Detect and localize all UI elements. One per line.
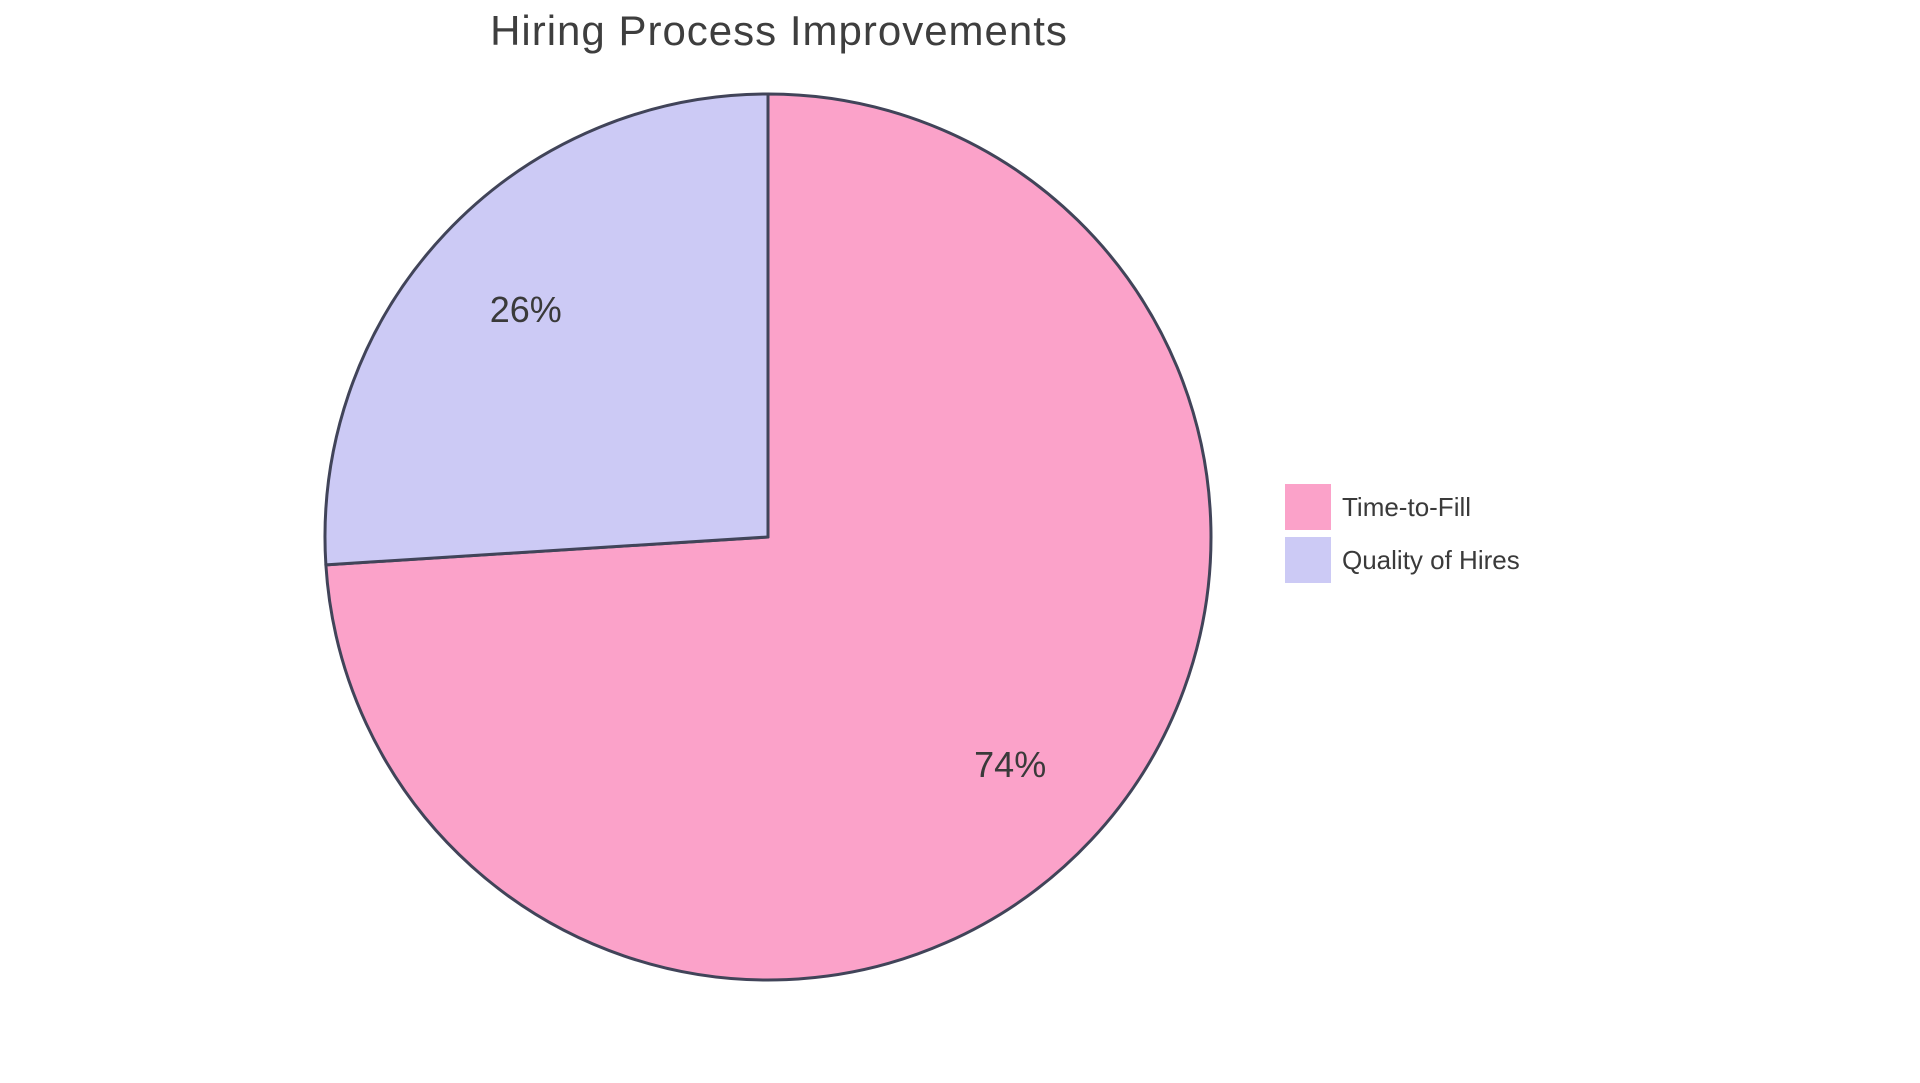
legend-label-time-to-fill: Time-to-Fill <box>1342 491 1472 522</box>
slice-percent-label-time-to-fill: 74% <box>974 744 1046 785</box>
legend-swatch-quality-of-hires <box>1285 537 1331 583</box>
legend-swatch-time-to-fill <box>1285 484 1331 530</box>
pie-slice-quality-of-hires <box>323 92 770 567</box>
slice-percent-label-quality-of-hires: 26% <box>490 289 562 330</box>
legend-label-quality-of-hires: Quality of Hires <box>1342 544 1520 575</box>
legend: Time-to-Fill Quality of Hires <box>1285 484 1520 583</box>
legend-item-time-to-fill: Time-to-Fill <box>1285 484 1520 530</box>
legend-item-quality-of-hires: Quality of Hires <box>1285 537 1520 583</box>
chart-title: Hiring Process Improvements <box>490 7 1068 54</box>
